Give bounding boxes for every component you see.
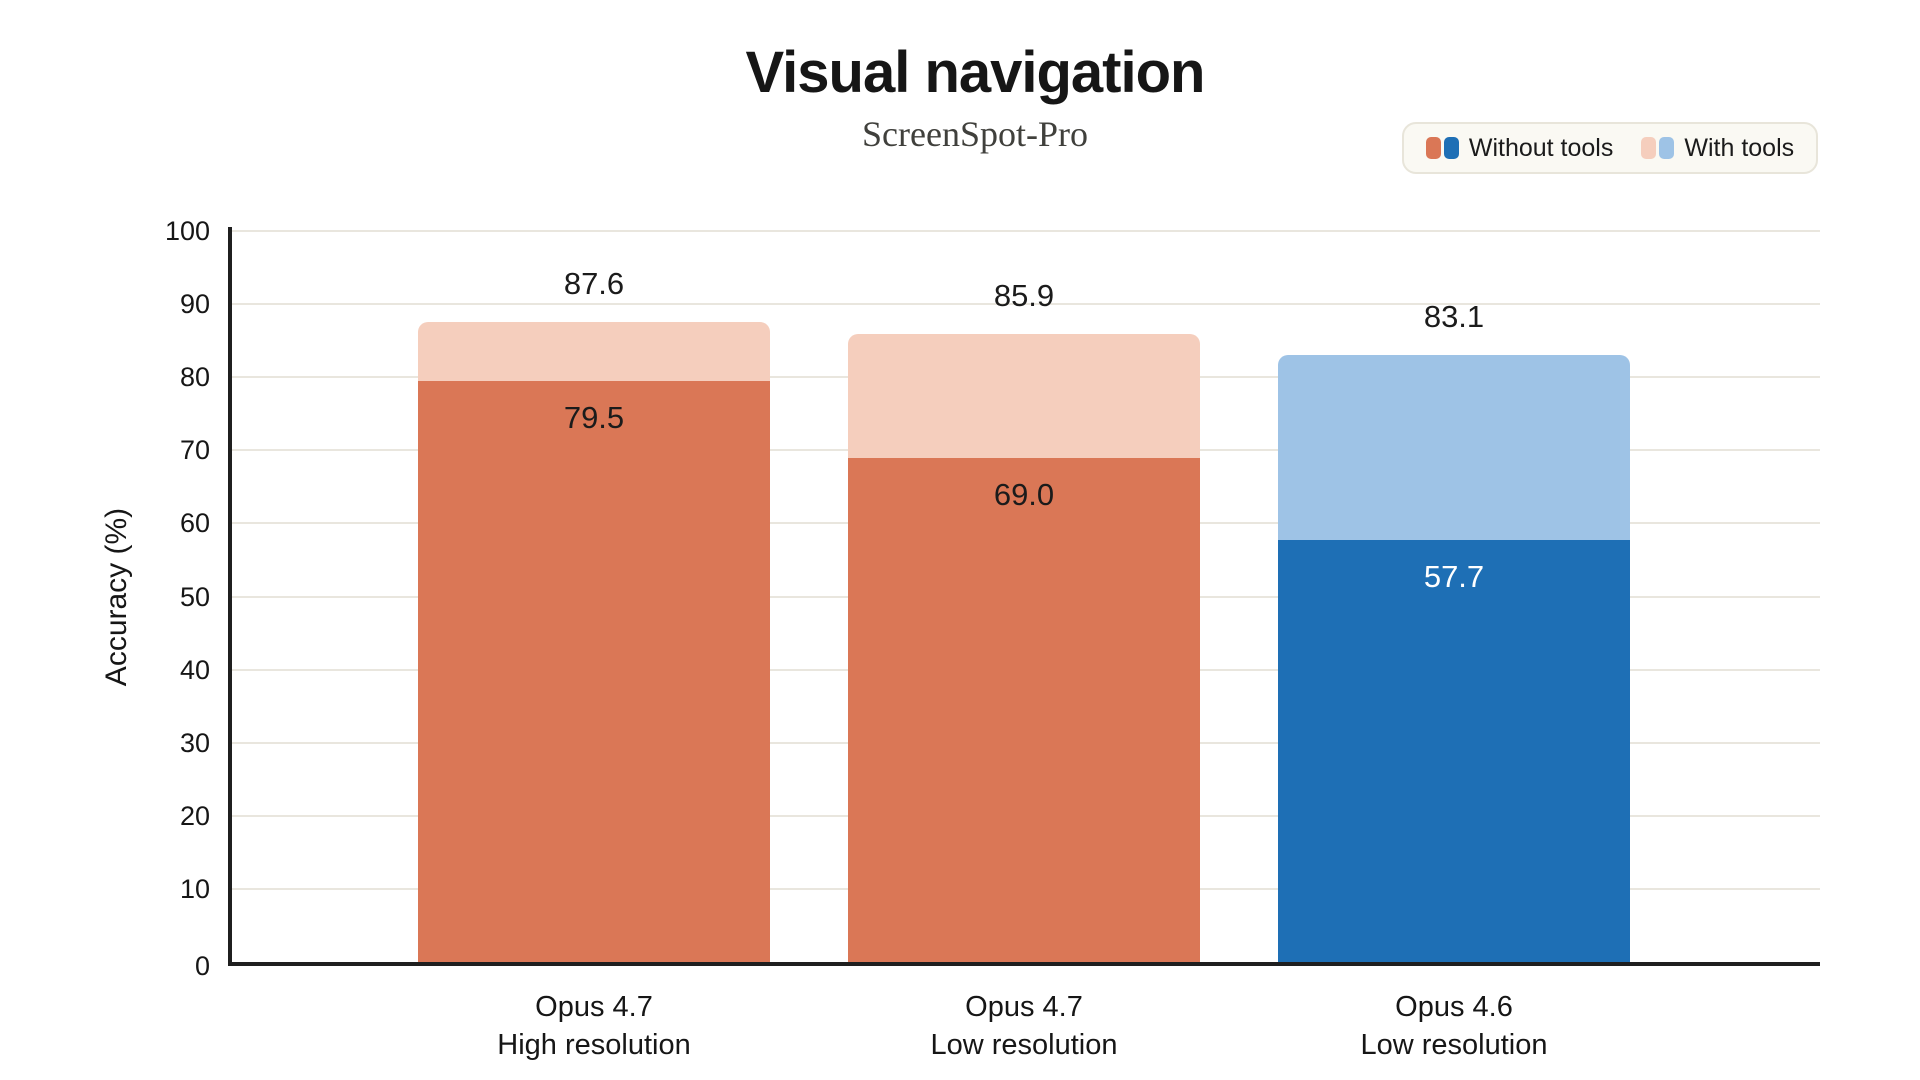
y-tick-0: 0 <box>194 951 210 981</box>
y-tick-10: 10 <box>179 873 210 904</box>
x-category-label-line: Opus 4.7 <box>535 991 653 1023</box>
y-tick-30: 30 <box>179 727 210 758</box>
legend-swatch-pair <box>1641 137 1675 159</box>
x-category-label-line: Opus 4.6 <box>1395 991 1513 1023</box>
y-tick-20: 20 <box>179 800 210 831</box>
y-tick-70: 70 <box>179 435 210 466</box>
gridline-100 <box>230 230 1820 232</box>
legend-swatch-icon <box>1443 137 1459 159</box>
y-tick-60: 60 <box>179 508 210 539</box>
bar-without-tools-1 <box>848 457 1200 962</box>
y-axis-line <box>228 227 232 966</box>
y-tick-100: 100 <box>164 216 210 246</box>
chart-title: Visual navigation <box>745 40 1206 105</box>
gridline-90 <box>230 303 1820 306</box>
x-category-label-line: Low resolution <box>1360 1029 1548 1061</box>
x-category-label-2: Opus 4.6 Low resolution <box>1274 988 1634 1064</box>
bar-without-tools-2 <box>1278 540 1630 962</box>
chart-header: Visual navigation ScreenSpot-Pro <box>275 40 1675 158</box>
x-category-label-0: Opus 4.7 High resolution <box>414 988 774 1064</box>
legend-swatch-icon <box>1641 137 1657 159</box>
x-category-label-1: Opus 4.7 Low resolution <box>844 988 1204 1064</box>
x-category-label-line: High resolution <box>497 1029 691 1061</box>
x-axis-line <box>228 962 1820 966</box>
legend-swatch-icon <box>1425 137 1441 159</box>
bar-value-with-tools-1: 85.9 <box>993 278 1055 314</box>
x-category-label-line: Opus 4.7 <box>965 991 1083 1023</box>
bar-value-without-tools-0: 79.5 <box>563 399 625 435</box>
chart-subtitle: ScreenSpot-Pro <box>862 114 1088 154</box>
y-tick-50: 50 <box>179 581 210 612</box>
legend-item-0: Without tools <box>1425 133 1614 163</box>
y-tick-40: 40 <box>179 654 210 685</box>
bar-value-with-tools-0: 87.6 <box>563 265 625 301</box>
x-category-label-line: Low resolution <box>930 1029 1118 1061</box>
bar-value-without-tools-2: 57.7 <box>1423 559 1485 595</box>
y-tick-80: 80 <box>179 362 210 393</box>
legend-label: With tools <box>1684 133 1795 162</box>
legend-label: Without tools <box>1468 133 1614 162</box>
y-tick-90: 90 <box>179 289 210 320</box>
bar-value-with-tools-2: 83.1 <box>1423 298 1485 334</box>
bar-value-without-tools-1: 69.0 <box>993 476 1055 512</box>
legend-swatch-icon <box>1659 137 1675 159</box>
legend: Without tools With tools <box>1402 122 1818 174</box>
bar-without-tools-0 <box>418 380 770 962</box>
legend-swatch-pair <box>1425 137 1459 159</box>
legend-item-1: With tools <box>1641 134 1794 163</box>
